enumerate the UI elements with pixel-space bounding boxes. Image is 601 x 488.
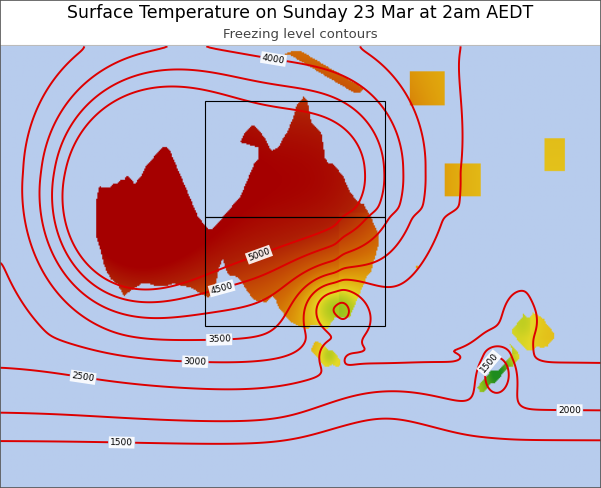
Text: Surface Temperature on Sunday 23 Mar at 2am AEDT: Surface Temperature on Sunday 23 Mar at … [67,4,534,22]
Text: Freezing level contours: Freezing level contours [223,28,378,41]
Text: 5000: 5000 [246,246,271,263]
Text: 4500: 4500 [209,281,234,296]
Text: 1500: 1500 [478,351,500,374]
Bar [205,217,385,325]
Bar [205,101,385,217]
Text: 1500: 1500 [110,438,133,447]
Text: 4000: 4000 [261,53,285,65]
Text: 2500: 2500 [71,371,95,384]
Text: 3500: 3500 [207,335,231,345]
Text: 2000: 2000 [558,406,581,415]
Text: 3000: 3000 [183,357,207,366]
